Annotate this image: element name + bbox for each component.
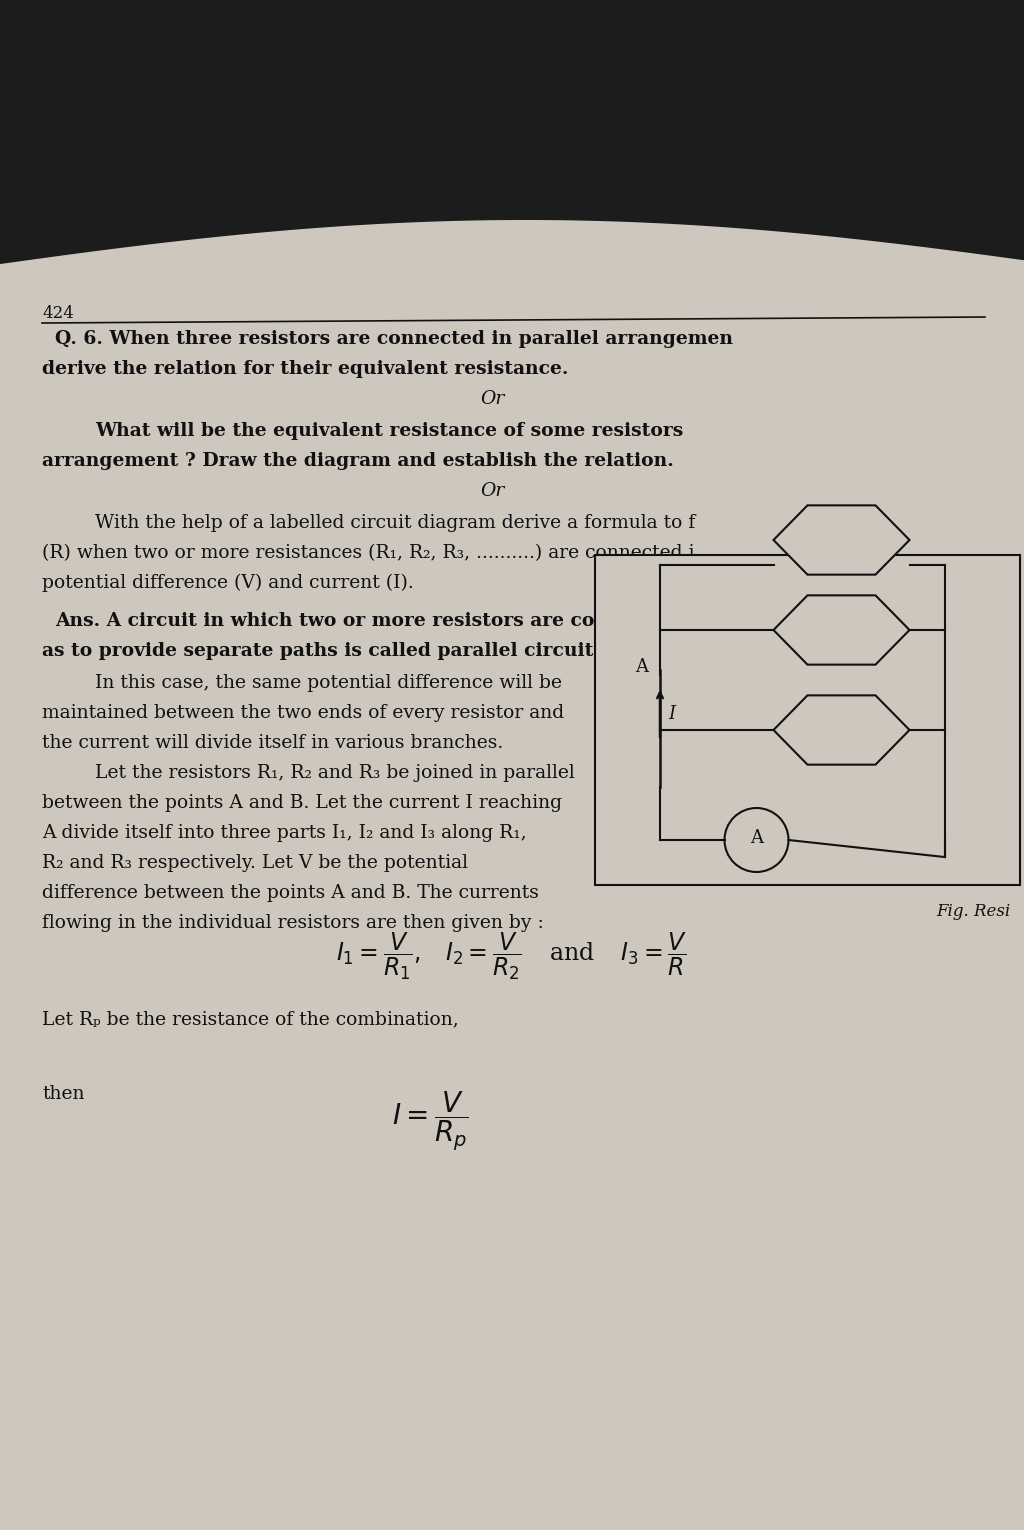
Text: Let the resistors R₁, R₂ and R₃ be joined in parallel: Let the resistors R₁, R₂ and R₃ be joine… xyxy=(95,763,574,782)
Text: maintained between the two ends of every resistor and: maintained between the two ends of every… xyxy=(42,704,564,722)
Text: Q. 6. When three resistors are connected in parallel arrangemen: Q. 6. When three resistors are connected… xyxy=(55,330,733,347)
Text: Or: Or xyxy=(480,390,505,409)
Text: potential difference (V) and current (I).: potential difference (V) and current (I)… xyxy=(42,574,414,592)
Text: With the help of a labelled circuit diagram derive a formula to f: With the help of a labelled circuit diag… xyxy=(95,514,695,532)
Text: Ans. A circuit in which two or more resistors are connected acro: Ans. A circuit in which two or more resi… xyxy=(55,612,731,630)
Text: Fig. Resi: Fig. Resi xyxy=(936,903,1010,920)
Text: (R) when two or more resistances (R₁, R₂, R₃, ..........) are connected i: (R) when two or more resistances (R₁, R₂… xyxy=(42,545,694,562)
Text: R₂ and R₃ respectively. Let V be the potential: R₂ and R₃ respectively. Let V be the pot… xyxy=(42,854,468,872)
Text: the current will divide itself in various branches.: the current will divide itself in variou… xyxy=(42,734,503,753)
Text: difference between the points A and B. The currents: difference between the points A and B. T… xyxy=(42,884,539,903)
Text: arrangement ? Draw the diagram and establish the relation.: arrangement ? Draw the diagram and estab… xyxy=(42,451,674,470)
Text: A divide itself into three parts I₁, I₂ and I₃ along R₁,: A divide itself into three parts I₁, I₂ … xyxy=(42,825,526,842)
Text: between the points A and B. Let the current I reaching: between the points A and B. Let the curr… xyxy=(42,794,562,812)
Text: Let Rₚ be the resistance of the combination,: Let Rₚ be the resistance of the combinat… xyxy=(42,1010,459,1028)
Text: In this case, the same potential difference will be: In this case, the same potential differe… xyxy=(95,675,562,692)
Bar xyxy=(595,555,1020,884)
Text: $I_1 = \dfrac{V}{R_1},\;\;\; I_2 = \dfrac{V}{R_2}\;\;\;$ and $\;\;\;I_3 = \dfrac: $I_1 = \dfrac{V}{R_1},\;\;\; I_2 = \dfra… xyxy=(336,930,688,982)
Text: A: A xyxy=(750,829,763,848)
Text: Or: Or xyxy=(480,482,505,500)
Text: What will be the equivalent resistance of some resistors: What will be the equivalent resistance o… xyxy=(95,422,683,441)
Text: $I = \dfrac{V}{R_p}$: $I = \dfrac{V}{R_p}$ xyxy=(391,1089,468,1154)
Polygon shape xyxy=(773,595,909,664)
Text: then: then xyxy=(42,1085,85,1103)
Text: flowing in the individual resistors are then given by :: flowing in the individual resistors are … xyxy=(42,913,544,932)
Text: I: I xyxy=(668,704,675,722)
Text: 424: 424 xyxy=(42,304,74,321)
Polygon shape xyxy=(773,505,909,575)
Text: derive the relation for their equivalent resistance.: derive the relation for their equivalent… xyxy=(42,360,568,378)
Polygon shape xyxy=(773,695,909,765)
Text: as to provide separate paths is called parallel circuit.: as to provide separate paths is called p… xyxy=(42,643,600,659)
Polygon shape xyxy=(0,220,1024,1530)
Circle shape xyxy=(725,808,788,872)
Text: A: A xyxy=(636,658,648,676)
